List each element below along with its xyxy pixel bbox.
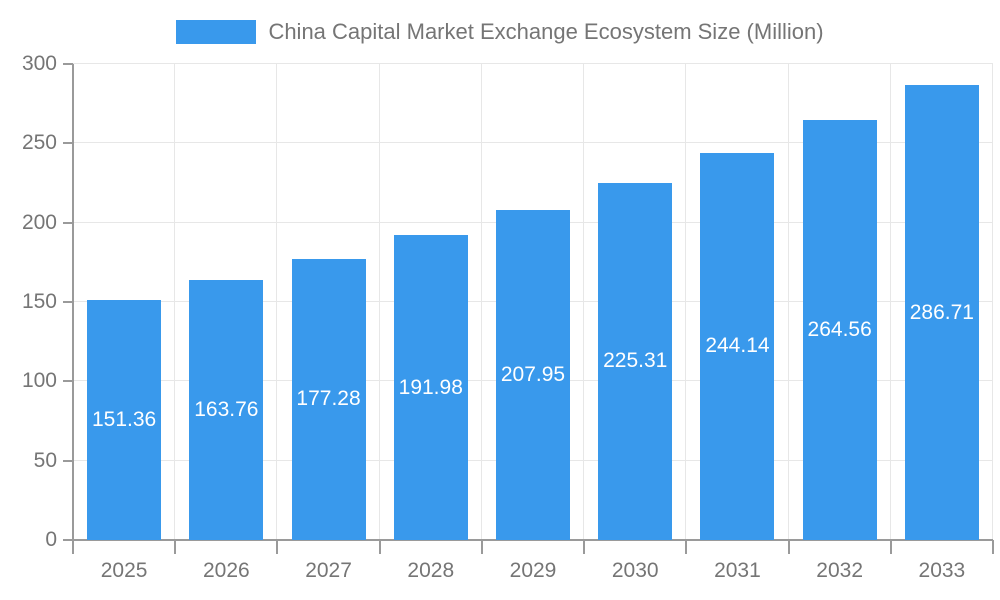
x-axis-tick bbox=[992, 540, 994, 554]
y-axis-tick-label: 300 bbox=[21, 52, 57, 75]
y-axis-tick-label: 50 bbox=[33, 448, 57, 472]
bar bbox=[291, 258, 366, 540]
y-axis-tick-label: 100 bbox=[21, 369, 57, 393]
y-axis-line bbox=[72, 64, 74, 554]
y-axis-tick bbox=[63, 221, 73, 224]
x-axis-tick bbox=[583, 540, 586, 554]
x-axis-tick bbox=[480, 540, 483, 554]
y-axis-tick-label: 250 bbox=[21, 131, 57, 155]
bar-value-label: 225.31 bbox=[603, 349, 668, 373]
x-axis-tick-label: 2025 bbox=[100, 559, 148, 582]
legend-swatch-icon bbox=[176, 20, 257, 44]
y-axis-tick bbox=[63, 301, 73, 303]
x-gridline bbox=[174, 64, 176, 540]
bar bbox=[393, 235, 468, 540]
x-axis-tick bbox=[685, 540, 688, 554]
bar bbox=[189, 280, 264, 540]
x-gridline bbox=[992, 64, 993, 540]
x-axis-tick bbox=[889, 540, 892, 554]
x-axis-tick-label: 2033 bbox=[918, 559, 966, 582]
x-axis-tick-label: 2027 bbox=[305, 559, 352, 582]
bar-value-label: 286.71 bbox=[909, 300, 974, 324]
x-gridline bbox=[889, 64, 891, 540]
bar-value-label: 163.76 bbox=[194, 398, 259, 422]
bar bbox=[802, 120, 877, 540]
x-axis-tick bbox=[174, 540, 177, 554]
y-axis-tick-label: 200 bbox=[21, 210, 57, 234]
x-axis-tick-label: 2032 bbox=[816, 559, 864, 582]
x-axis-tick-label: 2026 bbox=[202, 559, 250, 582]
x-axis-tick bbox=[787, 540, 790, 554]
bar bbox=[87, 299, 162, 540]
bar-value-label: 207.95 bbox=[500, 363, 566, 387]
x-gridline bbox=[787, 64, 789, 540]
x-axis-tick-label: 2030 bbox=[611, 559, 659, 582]
x-axis-tick bbox=[378, 540, 381, 554]
x-gridline bbox=[378, 64, 380, 540]
x-axis-tick-label: 2029 bbox=[509, 559, 557, 582]
y-axis-tick bbox=[63, 539, 73, 541]
y-axis-tick-label: 0 bbox=[45, 528, 57, 551]
y-axis-tick bbox=[63, 459, 73, 462]
x-axis-tick bbox=[276, 540, 279, 554]
bar bbox=[598, 182, 673, 540]
bar-value-label: 264.56 bbox=[807, 318, 872, 342]
bar-value-label: 244.14 bbox=[705, 334, 770, 358]
x-gridline bbox=[583, 64, 585, 540]
x-gridline bbox=[685, 64, 687, 540]
bar bbox=[496, 210, 570, 540]
y-axis-tick bbox=[63, 63, 73, 65]
legend-item[interactable]: China Capital Market Exchange Ecosystem … bbox=[0, 19, 1000, 45]
y-gridline bbox=[73, 63, 993, 64]
plot-area: 0 50 100 150 200 250 300 151.36 2025 163.76 2026 17… bbox=[22, 53, 994, 582]
y-gridline bbox=[73, 142, 993, 144]
bar-value-label: 191.98 bbox=[398, 375, 463, 399]
bar-value-label: 151.36 bbox=[91, 407, 157, 431]
y-axis-tick bbox=[63, 380, 73, 383]
x-gridline bbox=[276, 64, 278, 540]
x-axis-tick-label: 2028 bbox=[407, 559, 455, 582]
y-axis-tick-label: 150 bbox=[21, 290, 57, 313]
y-axis-tick bbox=[63, 142, 73, 145]
x-gridline bbox=[480, 64, 482, 540]
chart-title: China Capital Market Exchange Ecosystem … bbox=[268, 19, 824, 44]
bar bbox=[904, 85, 979, 540]
x-axis-line bbox=[73, 539, 993, 541]
bar-value-label: 177.28 bbox=[296, 387, 361, 411]
x-axis-tick-label: 2031 bbox=[714, 559, 761, 582]
bar bbox=[700, 152, 775, 540]
